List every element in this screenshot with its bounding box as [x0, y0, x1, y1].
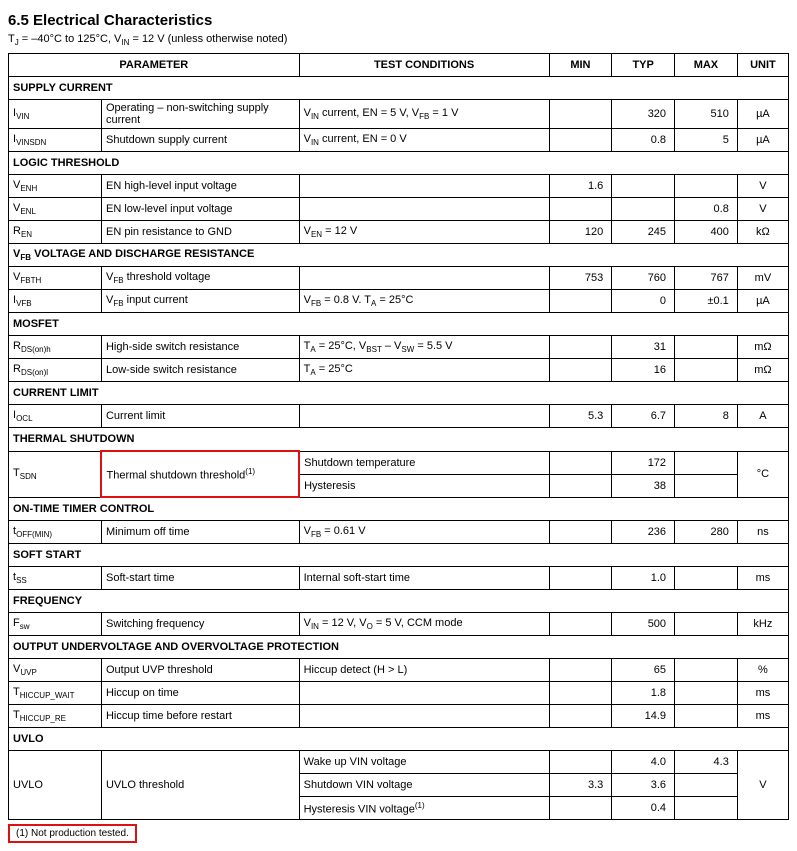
section-current-limit: CURRENT LIMIT	[9, 382, 789, 405]
table-row: IVFB VFB input current VFB = 0.8 V. TA =…	[9, 290, 789, 313]
section-title: 6.5 Electrical Characteristics	[8, 12, 789, 29]
section-ovuv: OUTPUT UNDERVOLTAGE AND OVERVOLTAGE PROT…	[9, 636, 789, 659]
conditions-note: TJ = –40°C to 125°C, VIN = 12 V (unless …	[8, 33, 789, 47]
thermal-shutdown-threshold-highlight: Thermal shutdown threshold(1)	[101, 451, 299, 497]
section-frequency: FREQUENCY	[9, 590, 789, 613]
section-supply-current: SUPPLY CURRENT	[9, 77, 789, 100]
table-row: tSS Soft-start timeInternal soft-start t…	[9, 567, 789, 590]
section-vfb: VFB VOLTAGE AND DISCHARGE RESISTANCE	[9, 244, 789, 267]
table-row: IVIN Operating – non-switching supply cu…	[9, 100, 789, 129]
table-row: VENH EN high-level input voltage 1.6V	[9, 175, 789, 198]
header-row: PARAMETER TEST CONDITIONS MIN TYP MAX UN…	[9, 54, 789, 77]
header-max: MAX	[675, 54, 738, 77]
section-logic-threshold: LOGIC THRESHOLD	[9, 152, 789, 175]
section-ontime: ON-TIME TIMER CONTROL	[9, 497, 789, 521]
table-row: TSDN Thermal shutdown threshold(1) Shutd…	[9, 451, 789, 474]
table-row: RDS(on)l Low-side switch resistance TA =…	[9, 359, 789, 382]
footnote-highlight: (1) Not production tested.	[8, 824, 137, 843]
section-uvlo: UVLO	[9, 728, 789, 751]
section-mosfet: MOSFET	[9, 313, 789, 336]
table-row: VENL EN low-level input voltage 0.8V	[9, 198, 789, 221]
table-row: IOCL Current limit 5.36.78A	[9, 405, 789, 428]
electrical-characteristics-table: PARAMETER TEST CONDITIONS MIN TYP MAX UN…	[8, 53, 789, 820]
table-row: RDS(on)h High-side switch resistance TA …	[9, 336, 789, 359]
table-row: THICCUP_WAIT Hiccup on time 1.8ms	[9, 682, 789, 705]
table-row: IVINSDN Shutdown supply current VIN curr…	[9, 129, 789, 152]
table-row: UVLO UVLO threshold Wake up VIN voltage …	[9, 751, 789, 774]
header-conditions: TEST CONDITIONS	[299, 54, 549, 77]
table-row: THICCUP_RE Hiccup time before restart 14…	[9, 705, 789, 728]
section-thermal-shutdown: THERMAL SHUTDOWN	[9, 428, 789, 452]
header-typ: TYP	[612, 54, 675, 77]
header-min: MIN	[549, 54, 612, 77]
table-row: Fsw Switching frequency VIN = 12 V, VO =…	[9, 613, 789, 636]
table-row: REN EN pin resistance to GND VEN = 12 V …	[9, 221, 789, 244]
header-unit: UNIT	[737, 54, 788, 77]
section-soft-start: SOFT START	[9, 544, 789, 567]
table-row: VFBTH VFB threshold voltage 753760767mV	[9, 267, 789, 290]
header-parameter: PARAMETER	[9, 54, 300, 77]
table-row: tOFF(MIN) Minimum off time VFB = 0.61 V …	[9, 521, 789, 544]
table-row: VUVP Output UVP thresholdHiccup detect (…	[9, 659, 789, 682]
